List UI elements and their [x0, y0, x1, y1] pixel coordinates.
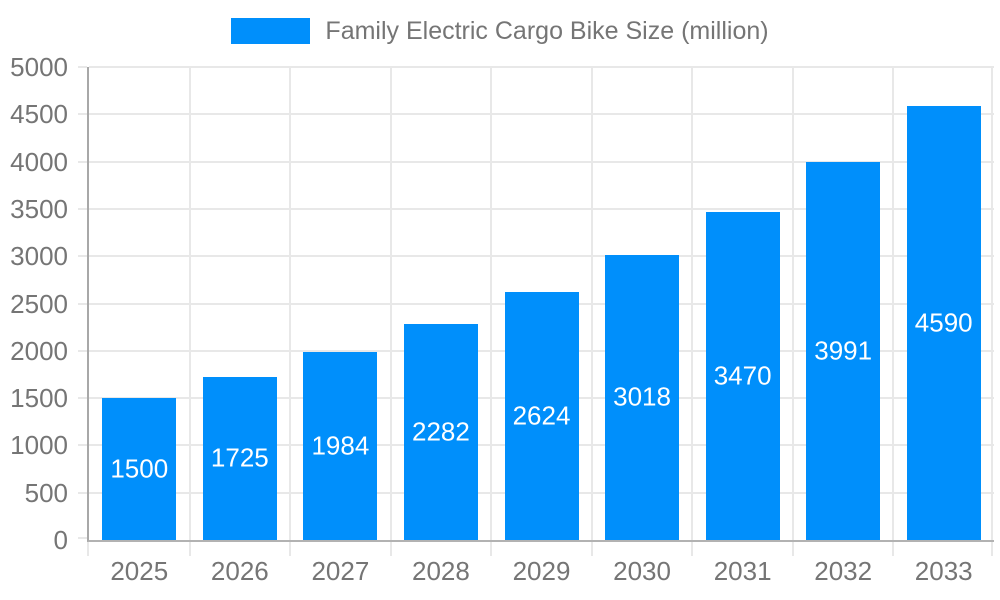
horizontal-gridline	[89, 255, 994, 258]
y-tick-label: 3500	[10, 193, 68, 224]
x-axis-tick	[289, 542, 292, 556]
bar-value-label: 2624	[512, 400, 571, 431]
x-tick-label: 2028	[412, 556, 470, 586]
bar-value-label: 4590	[914, 307, 973, 338]
x-tick-label: 2030	[613, 556, 671, 586]
bar-2027: 1984	[303, 352, 378, 540]
y-tick-label: 1000	[10, 430, 68, 461]
x-tick-label: 2033	[914, 556, 973, 586]
horizontal-gridline	[89, 160, 994, 163]
x-axis-tick	[490, 542, 493, 556]
y-tick-label: 1500	[10, 383, 68, 414]
y-tick-label: 3000	[10, 241, 68, 272]
x-tick-label: 2031	[713, 556, 772, 586]
vertical-gridline	[188, 67, 191, 540]
y-axis-tick	[78, 66, 87, 68]
vertical-gridline	[791, 67, 794, 540]
x-tick-label: 2025	[110, 556, 169, 586]
x-axis-tick	[691, 542, 694, 556]
x-axis-tick	[991, 542, 993, 556]
horizontal-gridline	[89, 113, 994, 116]
y-axis-tick	[78, 349, 87, 352]
y-tick-label: 2500	[10, 288, 68, 319]
legend-item[interactable]: Family Electric Cargo Bike Size (million…	[0, 8, 1000, 54]
bar-value-label: 1984	[311, 430, 370, 461]
x-axis-tick	[892, 542, 895, 556]
bar-value-label: 3018	[613, 381, 671, 412]
x-tick-label: 2029	[512, 556, 571, 586]
bar-value-label: 3470	[713, 360, 772, 391]
horizontal-gridline	[89, 207, 994, 210]
y-tick-label: 4000	[10, 146, 68, 177]
y-tick-label: 5000	[10, 52, 68, 82]
x-axis-tick	[87, 542, 89, 556]
legend-swatch-icon	[231, 18, 311, 44]
x-axis-tick	[389, 542, 392, 556]
y-tick-label: 2000	[10, 335, 68, 366]
x-axis-tick	[590, 542, 593, 556]
y-tick-label: 500	[24, 477, 68, 508]
y-tick-label: 4500	[10, 99, 68, 130]
vertical-gridline	[389, 67, 392, 540]
plot-area: 1500 1725 1984 2282 2624 3018 3470 3991 4590	[78, 66, 994, 556]
x-axis-tick	[188, 542, 191, 556]
bar-value-label: 2282	[412, 416, 470, 447]
bar-value-label: 1725	[210, 442, 269, 473]
bar-2028: 2282	[403, 324, 478, 540]
vertical-gridline	[289, 67, 292, 540]
y-axis-tick	[78, 255, 87, 258]
bar-2026: 1725	[202, 376, 277, 540]
y-axis-tick	[78, 491, 87, 494]
horizontal-gridline	[89, 66, 994, 68]
x-tick-label: 2026	[210, 556, 269, 586]
bar-2033: 4590	[906, 105, 981, 540]
y-axis-tick	[78, 113, 87, 116]
y-axis-tick	[78, 444, 87, 447]
x-tick-label: 2027	[311, 556, 370, 586]
y-tick-label: 0	[53, 525, 68, 555]
vertical-gridline	[490, 67, 493, 540]
vertical-gridline	[892, 67, 895, 540]
bar-2032: 3991	[806, 162, 881, 540]
y-axis-tick	[78, 537, 87, 539]
y-axis-tick	[78, 397, 87, 400]
bar-2030: 3018	[605, 254, 680, 540]
y-axis-tick	[78, 207, 87, 210]
y-axis-tick	[78, 160, 87, 163]
vertical-gridline	[991, 67, 993, 540]
x-tick-label: 2032	[814, 556, 873, 586]
vertical-gridline	[691, 67, 694, 540]
vertical-gridline	[590, 67, 593, 540]
y-axis-tick	[78, 302, 87, 305]
x-axis-tick	[791, 542, 794, 556]
bar-2029: 2624	[504, 291, 579, 540]
legend-label: Family Electric Cargo Bike Size (million…	[325, 16, 769, 45]
bar-2031: 3470	[705, 211, 780, 540]
bar-value-label: 3991	[814, 335, 873, 366]
bar-2025: 1500	[102, 398, 177, 540]
bar-value-label: 1500	[110, 453, 169, 484]
